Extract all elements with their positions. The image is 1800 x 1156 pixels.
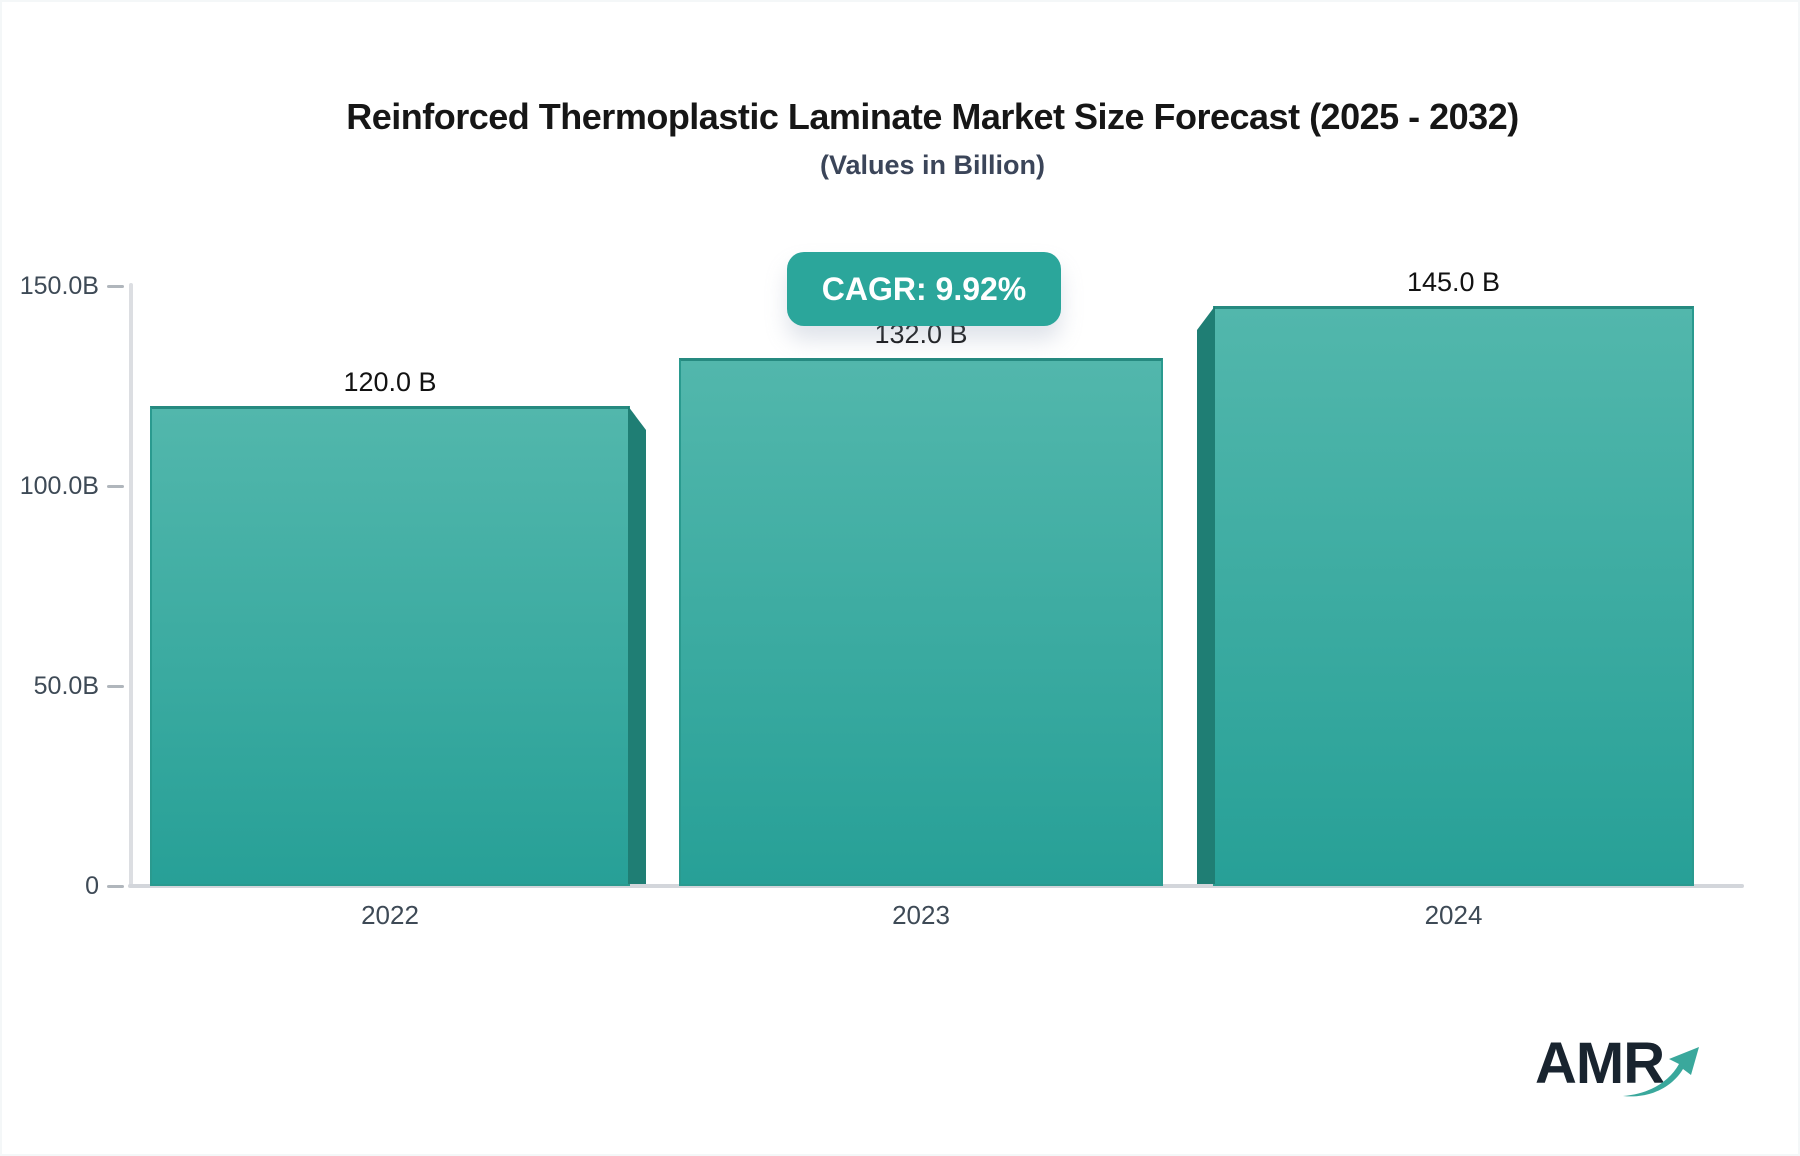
y-axis-tick-label: 150.0B [19,271,99,300]
y-axis-tick-0: 0 [0,871,124,901]
y-axis-tick-100: 100.0B [0,471,124,501]
y-axis-tick-mark [107,284,124,288]
amr-logo-text: AMR [1535,1031,1665,1096]
chart-subtitle: (Values in Billion) [819,150,1046,180]
bar-3d-side [628,406,646,884]
y-axis-tick-label: 100.0B [19,471,99,500]
y-axis-tick-150: 150.0B [0,271,124,301]
y-axis-tick-label: 50.0B [33,671,99,700]
bar-3d-side [1197,306,1215,884]
bar-value-label-2024: 145.0 B [1406,267,1501,297]
y-axis-tick-mark [107,884,124,888]
x-axis-label-2022: 2022 [361,900,419,930]
y-axis-tick-50: 50.0B [0,671,124,701]
chart-title: Reinforced Thermoplastic Laminate Market… [346,96,1519,137]
y-axis-tick-mark [107,484,124,488]
bar-2024: 145.0 B 2024 [1197,267,1694,930]
y-axis-tick-label: 0 [85,871,99,900]
bar-2022: 120.0 B 2022 [150,367,646,930]
x-axis-line [128,884,1744,888]
y-axis-line [129,283,133,888]
growth-arrow-icon [1623,1047,1699,1097]
cagr-badge: CAGR: 9.92% [787,252,1061,326]
x-axis-label-2024: 2024 [1424,900,1483,930]
y-axis-tick-mark [107,684,124,688]
bar-value-label-2022: 120.0 B [343,367,437,397]
x-axis-label-2023: 2023 [892,900,950,930]
bar-2023: 132.0 B 2023 [679,319,1163,930]
amr-logo: AMR [1535,1035,1725,1115]
